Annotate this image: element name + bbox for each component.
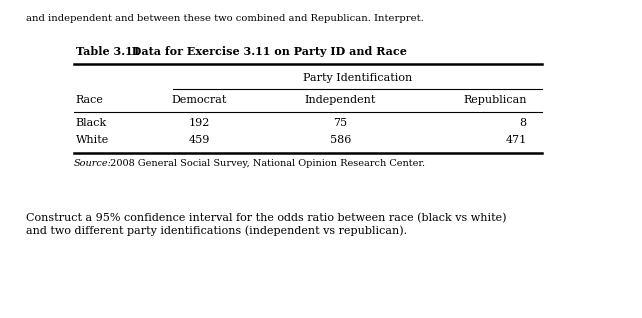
Text: 75: 75 [333,118,347,128]
Text: and independent and between these two combined and Republican. Interpret.: and independent and between these two co… [26,14,424,23]
Text: Table 3.11: Table 3.11 [76,46,140,57]
Text: Democrat: Democrat [171,95,227,105]
Text: Data for Exercise 3.11 on Party ID and Race: Data for Exercise 3.11 on Party ID and R… [124,46,407,57]
Text: 2008 General Social Survey, National Opinion Research Center.: 2008 General Social Survey, National Opi… [107,159,426,168]
Text: Black: Black [76,118,107,128]
Text: Construct a 95% confidence interval for the odds ratio between race (black vs wh: Construct a 95% confidence interval for … [26,213,506,236]
Text: Republican: Republican [463,95,526,105]
Text: 459: 459 [188,135,210,144]
Text: Race: Race [76,95,103,105]
Text: 586: 586 [329,135,351,144]
Text: Source:: Source: [74,159,112,168]
Text: White: White [76,135,109,144]
Text: 471: 471 [505,135,526,144]
Text: 192: 192 [188,118,210,128]
Text: 8: 8 [519,118,526,128]
Text: Independent: Independent [304,95,376,105]
Text: Party Identification: Party Identification [303,73,413,83]
